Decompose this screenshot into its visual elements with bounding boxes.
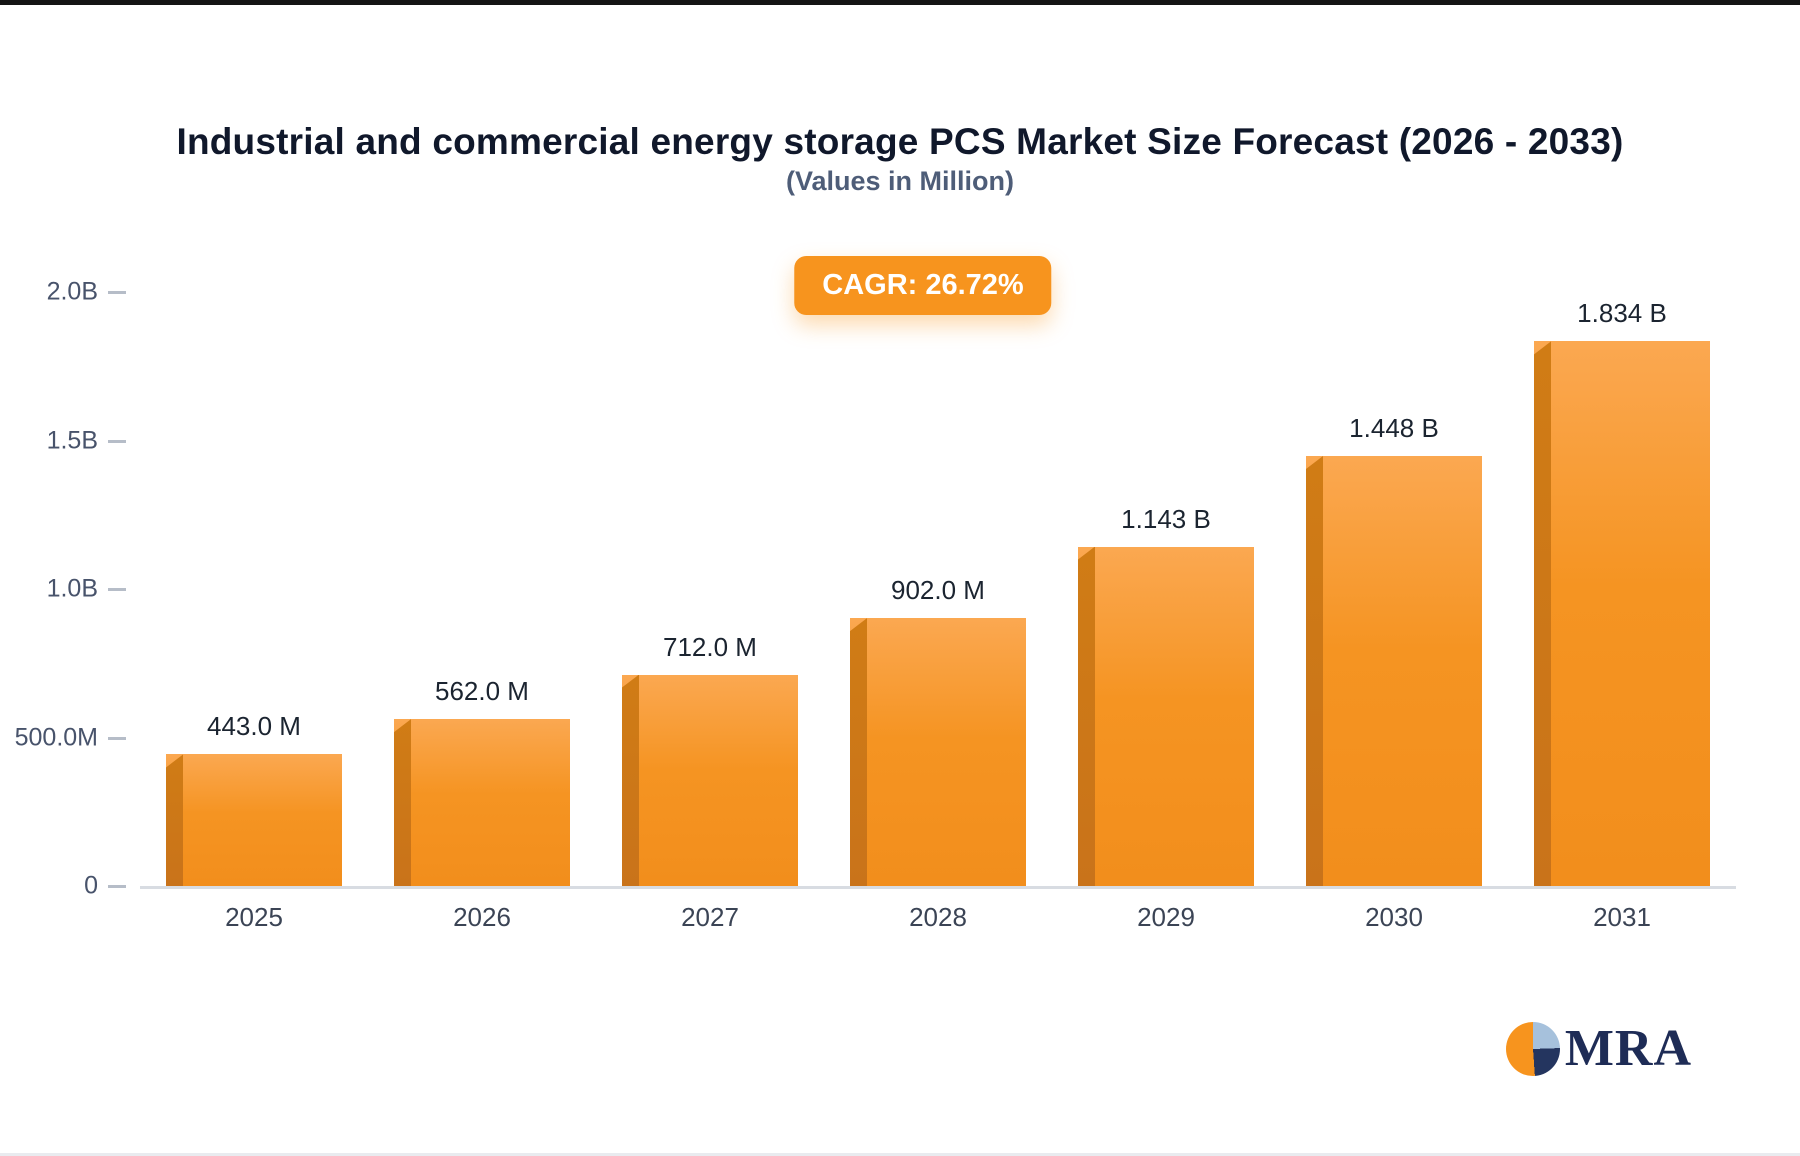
bar-side-shade — [1306, 455, 1323, 886]
y-axis-tick-mark — [108, 885, 126, 888]
bar — [1306, 455, 1482, 886]
bar-side-shade — [1078, 546, 1095, 886]
bar-slot: 1.143 B — [1052, 292, 1280, 886]
x-axis-label: 2025 — [225, 902, 283, 932]
bar-side-shade — [166, 754, 183, 886]
x-axis-label: 2028 — [909, 902, 967, 932]
x-axis-labels: 2025 2026 2027 2028 2029 2030 2031 — [140, 902, 1736, 933]
bar-slot: 1.834 B — [1508, 292, 1736, 886]
bar — [1534, 341, 1710, 886]
bar-side-shade — [622, 674, 639, 886]
y-axis-tick-label: 500.0M — [14, 723, 98, 751]
brand-logo: MRA — [1505, 1020, 1692, 1077]
y-axis-tick-mark — [108, 439, 126, 443]
bar-value-label: 1.448 B — [1349, 412, 1439, 443]
bar-value-label: 562.0 M — [435, 676, 529, 707]
x-axis-label: 2030 — [1365, 902, 1423, 932]
logo-text: MRA — [1564, 1020, 1692, 1077]
bar-side-shade — [394, 719, 411, 886]
y-axis-tick-mark — [108, 588, 126, 591]
cagr-badge: CAGR: 26.72% — [794, 256, 1052, 315]
x-axis-label: 2029 — [1137, 902, 1195, 932]
y-axis-tick-mark — [108, 736, 126, 740]
bar — [1078, 546, 1254, 886]
bar-slot: 562.0 M — [368, 292, 596, 886]
y-axis-tick-label: 2.0B — [46, 277, 98, 306]
bar-value-label: 902.0 M — [891, 575, 985, 606]
bar-value-label: 1.143 B — [1121, 503, 1211, 534]
bar-side-shade — [850, 618, 867, 886]
bar-slot: 902.0 M — [824, 292, 1052, 886]
x-axis-label: 2026 — [453, 902, 511, 932]
top-edge-divider — [0, 0, 1800, 5]
bar-value-label: 1.834 B — [1577, 298, 1667, 329]
x-axis-label: 2031 — [1593, 902, 1651, 932]
plot-area: 443.0 M 562.0 M 712.0 M 902.0 M 1.143 B 1.448… — [15, 278, 1736, 900]
bar-slot: 1.448 B — [1280, 292, 1508, 886]
bar-value-label: 712.0 M — [663, 631, 757, 662]
chart-subtitle: (Values in Million) — [785, 166, 1015, 196]
bar — [622, 674, 798, 886]
bar-value-label: 443.0 M — [207, 711, 301, 742]
bottom-edge-divider — [0, 1153, 1800, 1156]
x-axis-label: 2027 — [681, 902, 739, 932]
bar-side-shade — [1534, 341, 1551, 886]
y-axis-tick-label: 1.0B — [46, 574, 98, 603]
bar — [166, 754, 342, 886]
pie-logo-icon — [1505, 1022, 1560, 1076]
bars-row: 443.0 M 562.0 M 712.0 M 902.0 M 1.143 B 1.448… — [140, 292, 1736, 886]
y-axis-tick-label: 1.5B — [46, 426, 98, 454]
y-axis-tick-mark — [108, 291, 126, 294]
chart-title: Industrial and commercial energy storage… — [176, 120, 1624, 162]
bar-slot: 712.0 M — [596, 292, 824, 886]
bar — [850, 618, 1026, 886]
bar — [394, 719, 570, 886]
bar-slot: 443.0 M — [140, 292, 368, 886]
y-axis-tick-label: 0 — [84, 871, 98, 900]
